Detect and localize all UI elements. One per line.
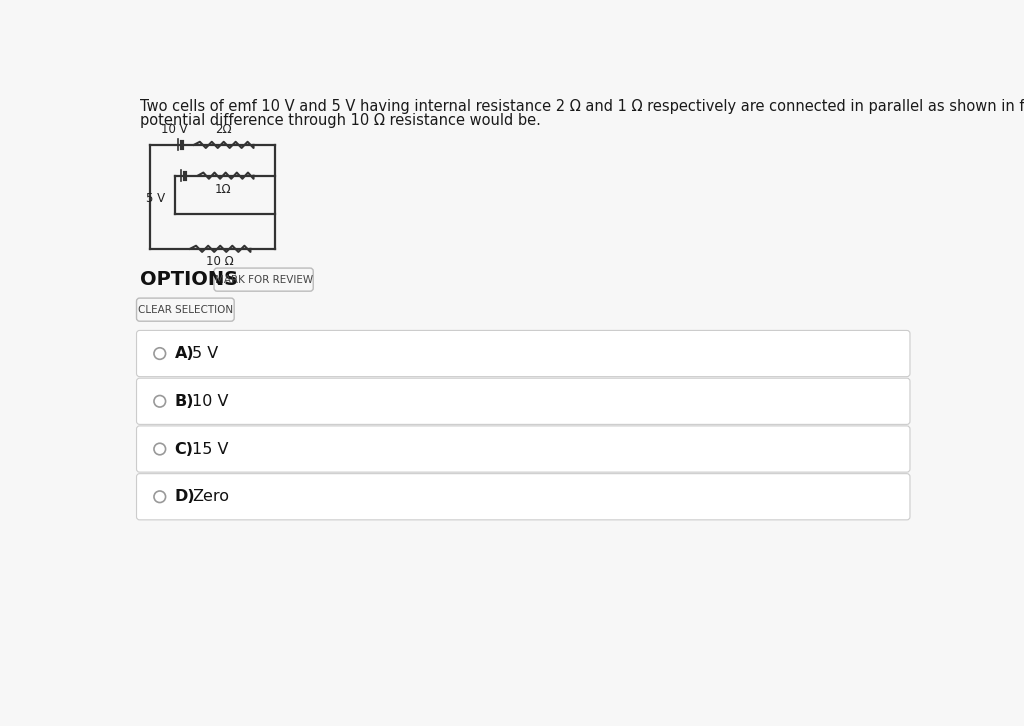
Text: 10 V: 10 V <box>161 123 187 136</box>
Text: A): A) <box>174 346 195 361</box>
FancyBboxPatch shape <box>136 298 234 321</box>
Text: 5 V: 5 V <box>193 346 218 361</box>
Text: 2Ω: 2Ω <box>215 123 231 136</box>
Text: 5 V: 5 V <box>145 192 165 205</box>
FancyBboxPatch shape <box>136 426 910 472</box>
Text: Two cells of emf 10 V and 5 V having internal resistance 2 Ω and 1 Ω respectivel: Two cells of emf 10 V and 5 V having int… <box>139 99 1024 115</box>
Text: MARK FOR REVIEW: MARK FOR REVIEW <box>215 274 312 285</box>
FancyBboxPatch shape <box>136 378 910 425</box>
FancyBboxPatch shape <box>136 330 910 377</box>
Text: C): C) <box>174 441 194 457</box>
FancyBboxPatch shape <box>136 473 910 520</box>
Text: 15 V: 15 V <box>193 441 228 457</box>
Text: 1Ω: 1Ω <box>215 183 231 195</box>
Text: 10 V: 10 V <box>193 393 228 409</box>
Text: potential difference through 10 Ω resistance would be.: potential difference through 10 Ω resist… <box>139 113 541 129</box>
Text: CLEAR SELECTION: CLEAR SELECTION <box>138 305 232 314</box>
FancyBboxPatch shape <box>214 268 313 291</box>
Text: Zero: Zero <box>193 489 229 505</box>
Text: D): D) <box>174 489 196 505</box>
Text: 10 Ω: 10 Ω <box>206 255 233 268</box>
Text: OPTIONS: OPTIONS <box>139 270 238 290</box>
Text: B): B) <box>174 393 194 409</box>
